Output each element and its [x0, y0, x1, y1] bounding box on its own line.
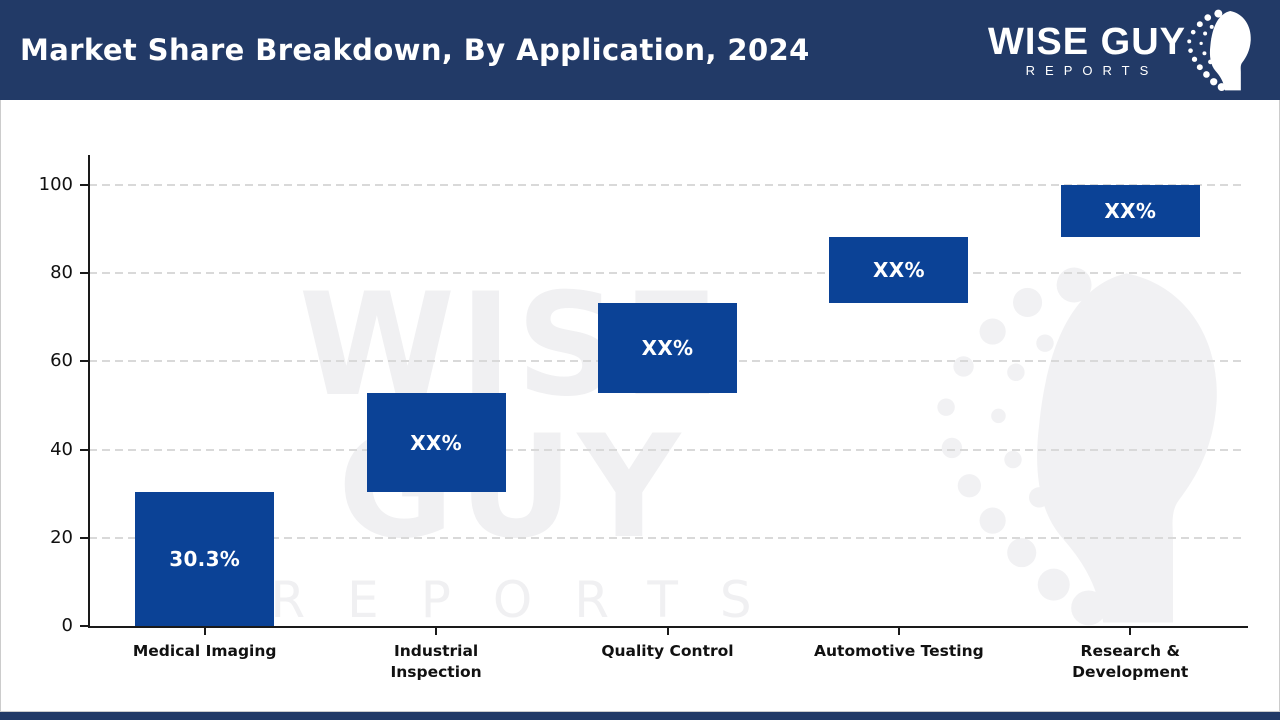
- x-tick-label-line: Quality Control: [601, 642, 734, 660]
- x-tick-2: [666, 628, 669, 635]
- wiseguy-face-icon: [1187, 9, 1251, 92]
- footer-bar: [0, 712, 1280, 720]
- header: Market Share Breakdown, By Application, …: [0, 0, 1280, 100]
- x-tick-3: [897, 628, 900, 635]
- y-tick-40: [80, 448, 88, 451]
- bar-research-development: XX%: [1060, 185, 1200, 237]
- x-tick-label-1: Industrial Inspection: [320, 641, 551, 683]
- wiseguy-logo-text: WISE GUY REPORTS: [988, 23, 1186, 77]
- x-tick-label-line: Automotive Testing: [814, 642, 984, 660]
- bar-value-label: XX%: [641, 336, 694, 361]
- chart-canvas: WISE GUY REPORTS 0 20 40 60 80 100 30.3% XX% XX%…: [0, 100, 1280, 712]
- logo-subtitle: REPORTS: [1025, 63, 1159, 78]
- x-tick-label-3: Automotive Testing: [783, 641, 1014, 683]
- bar-automotive-testing: XX%: [829, 236, 969, 304]
- page-title: Market Share Breakdown, By Application, …: [20, 33, 810, 67]
- x-axis: [88, 626, 1248, 628]
- y-tick-label-0: 0: [61, 615, 73, 636]
- x-tick-label-line: Industrial: [393, 642, 479, 660]
- y-tick-label-80: 80: [50, 262, 73, 284]
- x-tick-label-line: Medical Imaging: [132, 642, 277, 660]
- bar-value-label: XX%: [1104, 198, 1157, 223]
- x-tick-0: [203, 628, 206, 635]
- x-tick-label-line: Inspection: [390, 662, 482, 681]
- x-tick-label-line: Research &: [1080, 642, 1180, 660]
- bar-value-label: XX%: [410, 430, 462, 455]
- x-tick-label-0: Medical Imaging: [89, 641, 320, 683]
- y-tick-100: [80, 184, 88, 186]
- gridline-40: [89, 448, 1246, 451]
- x-tick-1: [435, 628, 438, 635]
- x-tick-4: [1129, 628, 1132, 635]
- bar-quality-control: XX%: [598, 303, 737, 394]
- wiseguy-logo: WISE GUY REPORTS: [988, 7, 1258, 93]
- y-axis: [88, 155, 90, 626]
- gridline-20: [89, 536, 1246, 539]
- bar-industrial-inspection: XX%: [366, 393, 506, 493]
- bar-value-label: 30.3%: [169, 547, 241, 572]
- y-tick-label-100: 100: [38, 174, 73, 195]
- y-tick-label-20: 20: [50, 526, 73, 548]
- y-tick-60: [80, 360, 88, 363]
- x-tick-label-line: Development: [1072, 662, 1189, 681]
- x-tick-label-2: Quality Control: [552, 641, 783, 683]
- logo-wordmark: WISE GUY: [987, 21, 1186, 63]
- y-tick-20: [80, 536, 88, 539]
- y-tick-label-40: 40: [50, 438, 73, 460]
- bar-medical-imaging: 30.3%: [135, 492, 275, 626]
- x-tick-labels: Medical Imaging Industrial Inspection Quali…: [89, 641, 1246, 683]
- plot-area: 0 20 40 60 80 100 30.3% XX% XX% XX% XX%: [39, 176, 1246, 635]
- gridline-80: [89, 272, 1246, 275]
- y-tick-0: [80, 625, 88, 627]
- gridline-100: [89, 184, 1246, 186]
- bar-value-label: XX%: [873, 257, 925, 282]
- y-tick-label-60: 60: [50, 350, 73, 372]
- x-tick-label-4: Research & Development: [1015, 641, 1246, 683]
- y-tick-80: [80, 272, 88, 275]
